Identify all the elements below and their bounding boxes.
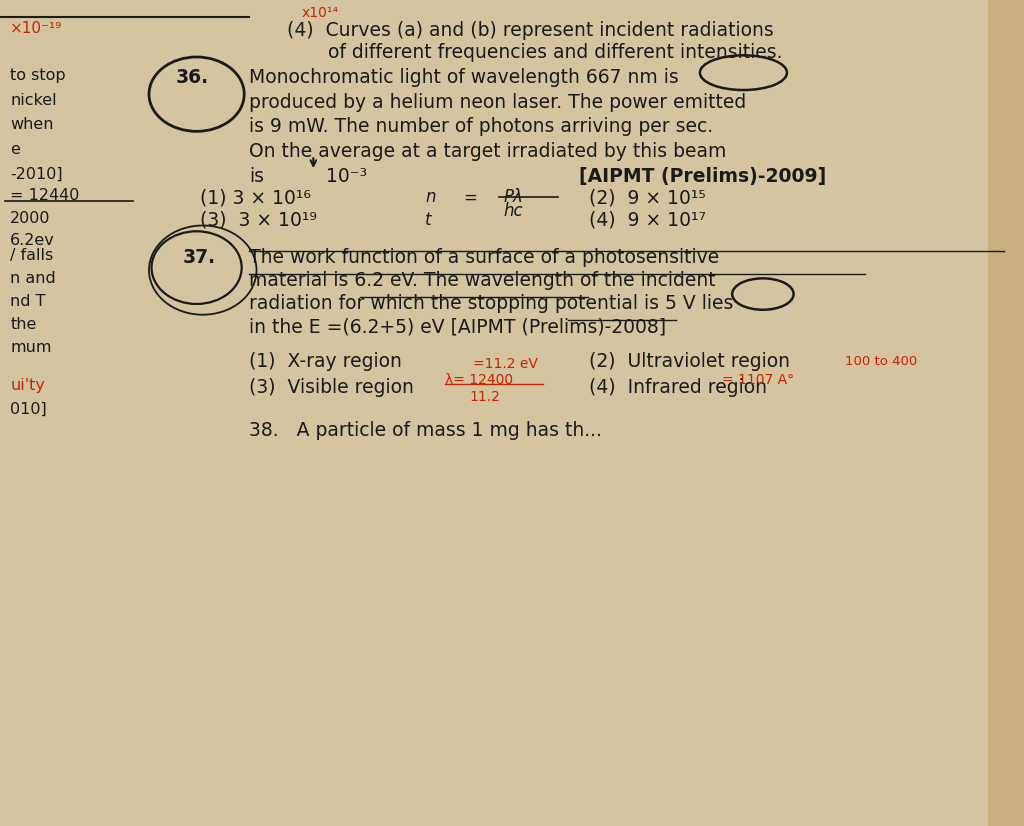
- Text: =11.2 eV: =11.2 eV: [473, 357, 538, 371]
- Text: (4)  Infrared region: (4) Infrared region: [589, 378, 767, 397]
- Text: -2010]: -2010]: [10, 167, 62, 182]
- Text: 10⁻³: 10⁻³: [326, 167, 367, 186]
- Text: 37.: 37.: [182, 248, 215, 267]
- Text: λ= 12400: λ= 12400: [445, 373, 514, 387]
- Text: of different frequencies and different intensities.: of different frequencies and different i…: [328, 43, 782, 62]
- Text: / falls: / falls: [10, 248, 53, 263]
- Text: 100 to 400: 100 to 400: [845, 355, 918, 368]
- Text: 010]: 010]: [10, 401, 47, 416]
- Text: hc: hc: [504, 202, 523, 221]
- Text: [AIPMT (Prelims)-2009]: [AIPMT (Prelims)-2009]: [579, 167, 825, 186]
- Text: Pλ: Pλ: [504, 188, 523, 206]
- Text: ×10⁻¹⁹: ×10⁻¹⁹: [10, 21, 62, 36]
- Text: material is 6.2 eV. The wavelength of the incident: material is 6.2 eV. The wavelength of th…: [249, 271, 716, 290]
- Text: Monochromatic light of wavelength 667 nm is: Monochromatic light of wavelength 667 nm…: [249, 68, 679, 87]
- Text: mum: mum: [10, 340, 52, 355]
- Text: is 9 mW. The number of photons arriving per sec.: is 9 mW. The number of photons arriving …: [249, 117, 713, 136]
- Text: The work function of a surface of a photosensitive: The work function of a surface of a phot…: [249, 248, 719, 267]
- Text: (2)  9 × 10¹⁵: (2) 9 × 10¹⁵: [589, 188, 706, 207]
- Text: = 12440: = 12440: [10, 188, 80, 203]
- Text: e: e: [10, 142, 20, 157]
- Text: (4)  9 × 10¹⁷: (4) 9 × 10¹⁷: [589, 211, 706, 230]
- Text: n and: n and: [10, 271, 56, 286]
- Text: On the average at a target irradiated by this beam: On the average at a target irradiated by…: [249, 142, 726, 161]
- Text: (3)  3 × 10¹⁹: (3) 3 × 10¹⁹: [200, 211, 316, 230]
- Text: 36.: 36.: [176, 68, 209, 87]
- Text: in the E =(6.2+5) eV [AIPMT (Prelims)-2008]: in the E =(6.2+5) eV [AIPMT (Prelims)-20…: [249, 317, 666, 336]
- Text: (1) 3 × 10¹⁶: (1) 3 × 10¹⁶: [200, 188, 310, 207]
- Text: nd T: nd T: [10, 294, 46, 309]
- Text: 38.   A particle of mass 1 mg has th...: 38. A particle of mass 1 mg has th...: [249, 421, 602, 440]
- Text: (1)  X-ray region: (1) X-ray region: [249, 352, 401, 371]
- Text: 2000: 2000: [10, 211, 51, 225]
- Text: radiation for which the stopping potential is 5 V lies: radiation for which the stopping potenti…: [249, 294, 733, 313]
- Text: produced by a helium neon laser. The power emitted: produced by a helium neon laser. The pow…: [249, 93, 746, 112]
- Text: 6.2ev: 6.2ev: [10, 233, 55, 248]
- Text: to stop: to stop: [10, 68, 66, 83]
- Text: (4)  Curves (a) and (b) represent incident radiations: (4) Curves (a) and (b) represent inciden…: [287, 21, 773, 40]
- Text: =: =: [463, 188, 477, 206]
- Text: is: is: [249, 167, 264, 186]
- Text: n: n: [425, 188, 435, 206]
- Text: nickel: nickel: [10, 93, 57, 107]
- Bar: [988, 0, 1024, 826]
- Text: (3)  Visible region: (3) Visible region: [249, 378, 414, 397]
- Text: x10¹⁴: x10¹⁴: [302, 6, 339, 20]
- Text: = 1107 A°: = 1107 A°: [722, 373, 794, 387]
- Text: t: t: [425, 211, 431, 229]
- Text: ui'ty: ui'ty: [10, 378, 45, 393]
- Text: when: when: [10, 117, 53, 132]
- Text: 11.2: 11.2: [469, 390, 500, 404]
- Text: the: the: [10, 317, 37, 332]
- Text: (2)  Ultraviolet region: (2) Ultraviolet region: [589, 352, 790, 371]
